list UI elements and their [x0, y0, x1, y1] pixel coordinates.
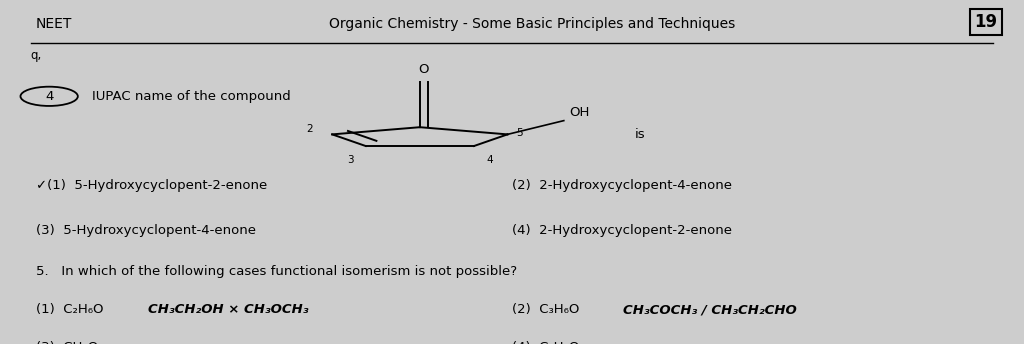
Text: CH₃COCH₃ / CH₃CH₂CHO: CH₃COCH₃ / CH₃CH₂CHO: [623, 303, 797, 316]
Text: 3: 3: [347, 155, 353, 165]
Text: (4)  2-Hydroxycyclopent-2-enone: (4) 2-Hydroxycyclopent-2-enone: [512, 224, 732, 237]
Text: 4: 4: [45, 90, 53, 103]
Text: (3)  5-Hydroxycyclopent-4-enone: (3) 5-Hydroxycyclopent-4-enone: [36, 224, 256, 237]
Text: Organic Chemistry - Some Basic Principles and Techniques: Organic Chemistry - Some Basic Principle…: [330, 17, 735, 31]
Text: ✓(1)  5-Hydroxycyclopent-2-enone: ✓(1) 5-Hydroxycyclopent-2-enone: [36, 179, 267, 192]
Text: NEET: NEET: [36, 17, 73, 31]
Text: (2)  2-Hydroxycyclopent-4-enone: (2) 2-Hydroxycyclopent-4-enone: [512, 179, 732, 192]
Text: 19: 19: [975, 13, 997, 31]
Text: 2: 2: [306, 124, 313, 134]
Text: (2)  C₃H₆O: (2) C₃H₆O: [512, 303, 580, 316]
Text: OH: OH: [569, 106, 589, 119]
Text: IUPAC name of the compound: IUPAC name of the compound: [92, 90, 291, 103]
Text: (4)  C₄H₈O: (4) C₄H₈O: [512, 341, 580, 344]
Text: is: is: [635, 128, 645, 141]
Text: 5.   In which of the following cases functional isomerism is not possible?: 5. In which of the following cases funct…: [36, 265, 517, 278]
Text: 4: 4: [486, 155, 493, 165]
Text: q,: q,: [31, 49, 42, 62]
Text: (3)  CH₂O: (3) CH₂O: [36, 341, 98, 344]
Text: CH₃CH₂OH × CH₃OCH₃: CH₃CH₂OH × CH₃OCH₃: [148, 303, 309, 316]
Text: O: O: [419, 63, 429, 76]
Text: 5: 5: [516, 128, 523, 138]
Text: (1)  C₂H₆O: (1) C₂H₆O: [36, 303, 103, 316]
